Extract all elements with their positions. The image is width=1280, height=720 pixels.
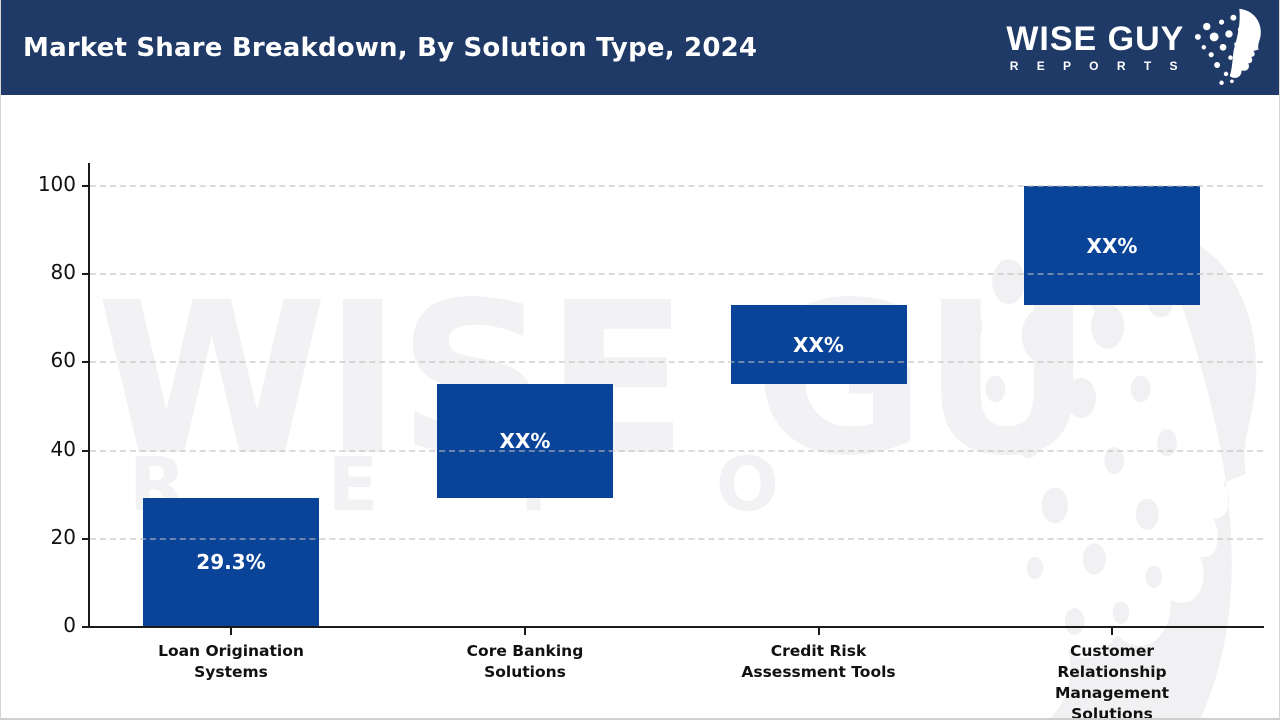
page-title: Market Share Breakdown, By Solution Type… [23, 32, 758, 63]
gridline [90, 361, 1263, 364]
x-tick-mark [230, 628, 232, 635]
gridline [90, 449, 1263, 452]
x-category-label: Credit Risk Assessment Tools [741, 642, 896, 681]
gridline [90, 185, 1263, 187]
bar [730, 305, 907, 385]
bar-value-label: XX% [499, 429, 551, 454]
wise-guy-logo: WISE GUY R E P O R T S [1006, 7, 1263, 89]
bar [437, 384, 613, 498]
bar-value-label: XX% [1086, 233, 1138, 258]
y-tick-label: 100 [37, 172, 76, 196]
y-tick-label: 80 [50, 260, 76, 285]
y-tick-label: 20 [50, 524, 76, 549]
x-tick-mark [817, 628, 820, 635]
x-category-label: Core Banking Solutions [466, 642, 584, 681]
y-tick-mark [82, 273, 89, 276]
header: Market Share Breakdown, By Solution Type… [1, 0, 1279, 95]
x-tick-mark [524, 628, 526, 635]
y-axis-line [88, 163, 90, 628]
x-tick-mark [1111, 628, 1113, 635]
dotted-face-profile-icon [1194, 8, 1261, 85]
y-tick-mark [82, 626, 89, 628]
logo-wordmark: WISE GUY [1006, 20, 1185, 58]
bar [143, 497, 319, 627]
x-category-label: Loan Origination Systems [158, 642, 304, 681]
gridline [90, 273, 1263, 276]
x-category-label: Customer Relationship Management Solutio… [1054, 642, 1170, 720]
gridline [90, 537, 1263, 540]
bar [1024, 186, 1200, 306]
logo-subtext: R E P O R T S [1009, 59, 1185, 73]
y-tick-label: 60 [50, 348, 76, 373]
y-tick-mark [82, 537, 89, 540]
y-tick-mark [82, 449, 89, 452]
dotted-face-profile-watermark [955, 228, 1257, 718]
x-axis-line [88, 626, 1264, 628]
y-tick-label: 0 [63, 613, 76, 637]
logo-text: WISE GUY R E P O R T S [1006, 22, 1185, 73]
bar-value-label: 29.3% [196, 550, 266, 575]
y-tick-mark [82, 185, 89, 187]
y-tick-mark [82, 361, 89, 364]
y-tick-label: 40 [50, 436, 76, 461]
bar-value-label: XX% [793, 332, 844, 357]
